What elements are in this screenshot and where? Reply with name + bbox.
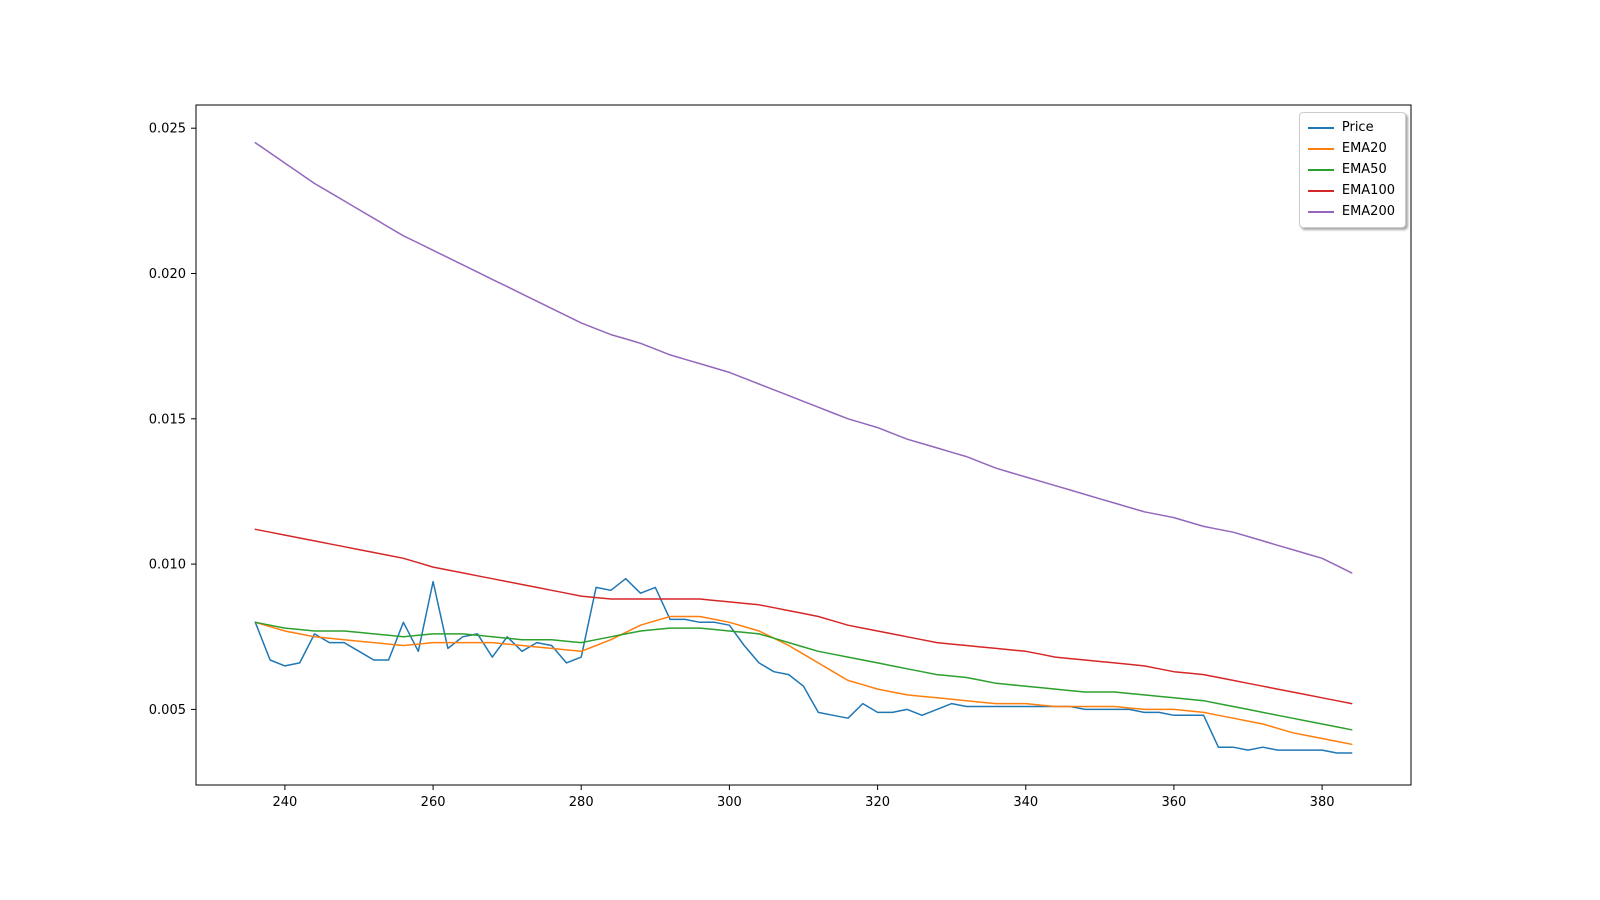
- y-tick-label: 0.015: [149, 412, 186, 427]
- legend-item-ema100[interactable]: EMA100: [1307, 182, 1395, 200]
- x-tick-label: 240: [272, 795, 297, 810]
- x-tick-label: 320: [865, 795, 890, 810]
- legend-swatch-price: [1307, 127, 1334, 129]
- legend-label-ema50: EMA50: [1341, 162, 1387, 177]
- series-line-EMA20: [254, 615, 1353, 746]
- legend-item-ema50[interactable]: EMA50: [1307, 161, 1395, 179]
- y-tick-label: 0.010: [149, 558, 186, 573]
- legend-label-ema100: EMA100: [1341, 183, 1395, 198]
- x-tick-label: 380: [1310, 795, 1335, 810]
- y-tick-label: 0.020: [149, 267, 186, 282]
- x-tick-label: 360: [1161, 795, 1186, 810]
- legend-label-ema200: EMA200: [1341, 204, 1395, 219]
- y-tick-label: 0.005: [149, 703, 186, 718]
- legend-swatch-ema100: [1307, 190, 1334, 192]
- series-line-EMA50: [254, 621, 1353, 731]
- series-line-EMA100: [254, 528, 1353, 705]
- x-tick-label: 280: [569, 795, 594, 810]
- x-tick-label: 340: [1013, 795, 1038, 810]
- legend-label-ema20: EMA20: [1341, 141, 1387, 156]
- x-tick-label: 260: [421, 795, 446, 810]
- legend-swatch-ema20: [1307, 148, 1334, 150]
- legend-swatch-ema50: [1307, 169, 1334, 171]
- y-tick-label: 0.025: [149, 122, 186, 137]
- legend-item-ema20[interactable]: EMA20: [1307, 140, 1395, 158]
- series-line-Price: [254, 577, 1353, 754]
- series-line-EMA200: [254, 142, 1353, 574]
- legend[interactable]: Price EMA20 EMA50 EMA100 EMA200: [1298, 112, 1406, 228]
- axes-frame: [195, 104, 1412, 786]
- x-tick-label: 300: [717, 795, 742, 810]
- legend-label-price: Price: [1341, 120, 1374, 135]
- legend-swatch-ema200: [1307, 211, 1334, 213]
- legend-item-price[interactable]: Price: [1307, 119, 1395, 137]
- legend-item-ema200[interactable]: EMA200: [1307, 203, 1395, 221]
